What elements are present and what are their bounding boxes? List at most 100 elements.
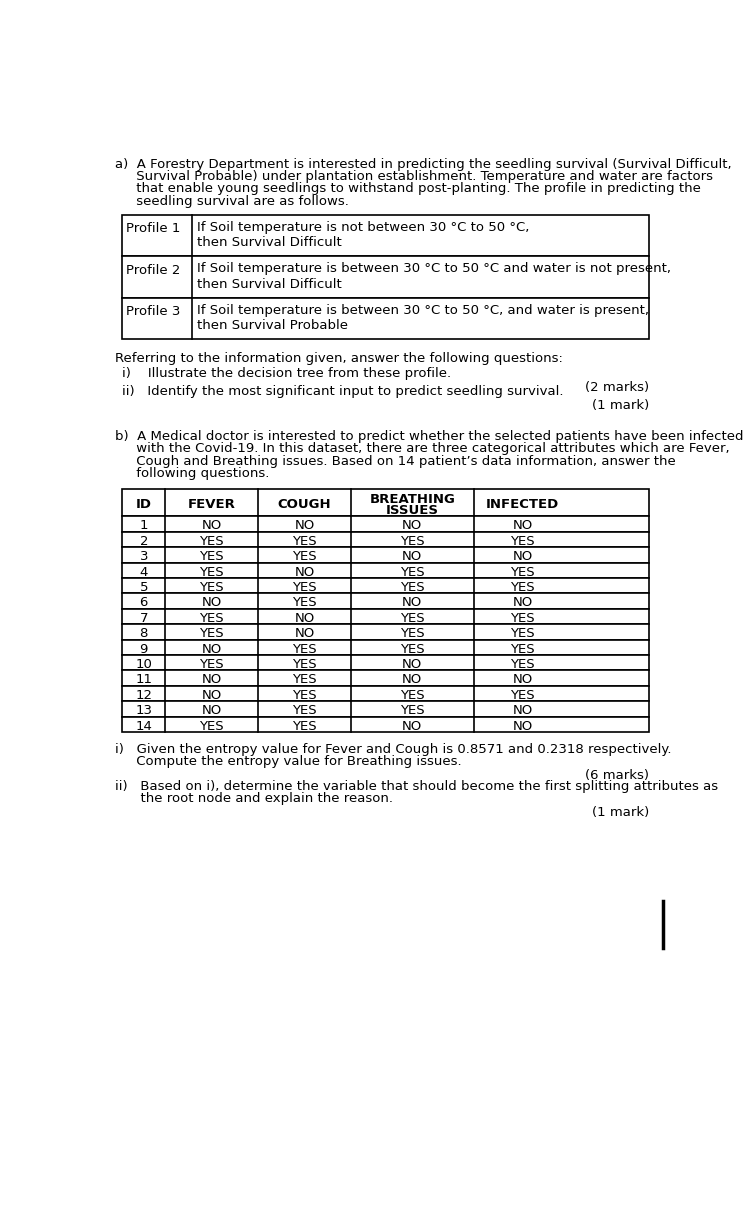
Text: following questions.: following questions.: [115, 467, 269, 481]
Text: seedling survival are as follows.: seedling survival are as follows.: [115, 194, 349, 208]
Bar: [123, 214, 650, 256]
Text: COUGH: COUGH: [278, 498, 331, 511]
Text: YES: YES: [400, 642, 425, 656]
Text: with the Covid-19. In this dataset, there are three categorical attributes which: with the Covid-19. In this dataset, ther…: [115, 443, 729, 455]
Bar: [123, 297, 650, 339]
Text: then Survival Difficult: then Survival Difficult: [197, 278, 341, 291]
Text: YES: YES: [510, 581, 535, 594]
Text: 6: 6: [140, 597, 148, 609]
Text: ii)   Based on i), determine the variable that should become the first splitting: ii) Based on i), determine the variable …: [115, 780, 718, 793]
Text: YES: YES: [292, 674, 317, 686]
Bar: [123, 670, 650, 686]
Bar: [123, 489, 650, 516]
Text: Survival Probable) under plantation establishment. Temperature and water are fac: Survival Probable) under plantation esta…: [115, 170, 713, 183]
Text: If Soil temperature is not between 30 °C to 50 °C,: If Soil temperature is not between 30 °C…: [197, 220, 529, 234]
Text: YES: YES: [199, 627, 224, 640]
Text: YES: YES: [199, 566, 224, 578]
Text: Cough and Breathing issues. Based on 14 patient’s data information, answer the: Cough and Breathing issues. Based on 14 …: [115, 455, 676, 467]
Text: 9: 9: [140, 642, 148, 656]
Text: NO: NO: [403, 597, 423, 609]
Bar: [123, 547, 650, 563]
Text: Compute the entropy value for Breathing issues.: Compute the entropy value for Breathing …: [115, 755, 461, 768]
Text: Referring to the information given, answer the following questions:: Referring to the information given, answ…: [115, 351, 562, 364]
Text: NO: NO: [513, 719, 533, 733]
Text: NO: NO: [202, 674, 222, 686]
Text: YES: YES: [199, 658, 224, 671]
Text: YES: YES: [400, 612, 425, 625]
Text: Profile 3: Profile 3: [126, 306, 181, 318]
Text: that enable young seedlings to withstand post-planting. The profile in predictin: that enable young seedlings to withstand…: [115, 182, 701, 196]
Text: YES: YES: [510, 566, 535, 578]
Text: (2 marks): (2 marks): [586, 380, 650, 394]
Text: (6 marks): (6 marks): [586, 769, 650, 781]
Bar: [123, 578, 650, 593]
Bar: [123, 609, 650, 624]
Text: YES: YES: [510, 612, 535, 625]
Text: NO: NO: [513, 597, 533, 609]
Bar: [123, 532, 650, 547]
Text: YES: YES: [400, 534, 425, 548]
Text: YES: YES: [199, 550, 224, 564]
Text: i)   Given the entropy value for Fever and Cough is 0.8571 and 0.2318 respective: i) Given the entropy value for Fever and…: [115, 742, 671, 756]
Text: BREATHING: BREATHING: [369, 493, 455, 506]
Text: NO: NO: [295, 627, 315, 640]
Text: NO: NO: [202, 520, 222, 532]
Text: the root node and explain the reason.: the root node and explain the reason.: [115, 793, 393, 805]
Text: NO: NO: [295, 612, 315, 625]
Text: then Survival Probable: then Survival Probable: [197, 319, 348, 333]
Text: 2: 2: [140, 534, 148, 548]
Text: YES: YES: [292, 581, 317, 594]
Text: YES: YES: [400, 704, 425, 717]
Text: YES: YES: [292, 704, 317, 717]
Text: 11: 11: [135, 674, 153, 686]
Text: i)    Illustrate the decision tree from these profile.: i) Illustrate the decision tree from the…: [123, 367, 452, 380]
Text: 8: 8: [140, 627, 148, 640]
Text: NO: NO: [202, 704, 222, 717]
Text: YES: YES: [510, 689, 535, 702]
Text: a)  A Forestry Department is interested in predicting the seedling survival (Sur: a) A Forestry Department is interested i…: [115, 158, 731, 170]
Text: FEVER: FEVER: [187, 498, 236, 511]
Text: NO: NO: [295, 520, 315, 532]
Text: YES: YES: [510, 658, 535, 671]
Text: YES: YES: [199, 581, 224, 594]
Text: 1: 1: [140, 520, 148, 532]
Bar: [123, 701, 650, 717]
Text: b)  A Medical doctor is interested to predict whether the selected patients have: b) A Medical doctor is interested to pre…: [115, 430, 743, 443]
Text: ID: ID: [135, 498, 152, 511]
Text: 5: 5: [140, 581, 148, 594]
Text: YES: YES: [292, 658, 317, 671]
Bar: [123, 256, 650, 297]
Text: NO: NO: [202, 597, 222, 609]
Text: NO: NO: [202, 642, 222, 656]
Text: (1 mark): (1 mark): [592, 806, 650, 819]
Bar: [123, 624, 650, 640]
Text: NO: NO: [513, 704, 533, 717]
Text: ISSUES: ISSUES: [386, 504, 439, 517]
Text: YES: YES: [400, 689, 425, 702]
Text: NO: NO: [403, 674, 423, 686]
Text: 13: 13: [135, 704, 153, 717]
Text: NO: NO: [513, 520, 533, 532]
Text: YES: YES: [292, 689, 317, 702]
Text: YES: YES: [292, 597, 317, 609]
Text: YES: YES: [510, 534, 535, 548]
Bar: [123, 563, 650, 578]
Bar: [123, 686, 650, 701]
Bar: [123, 717, 650, 731]
Text: 4: 4: [140, 566, 148, 578]
Text: NO: NO: [513, 674, 533, 686]
Text: Profile 2: Profile 2: [126, 264, 181, 276]
Text: NO: NO: [403, 550, 423, 564]
Text: 3: 3: [140, 550, 148, 564]
Text: YES: YES: [199, 612, 224, 625]
Text: NO: NO: [202, 689, 222, 702]
Text: YES: YES: [292, 534, 317, 548]
Text: Profile 1: Profile 1: [126, 223, 181, 235]
Text: YES: YES: [400, 627, 425, 640]
Text: If Soil temperature is between 30 °C to 50 °C and water is not present,: If Soil temperature is between 30 °C to …: [197, 262, 671, 275]
Bar: [123, 640, 650, 656]
Text: YES: YES: [292, 719, 317, 733]
Text: YES: YES: [292, 550, 317, 564]
Bar: [123, 656, 650, 670]
Bar: [123, 516, 650, 532]
